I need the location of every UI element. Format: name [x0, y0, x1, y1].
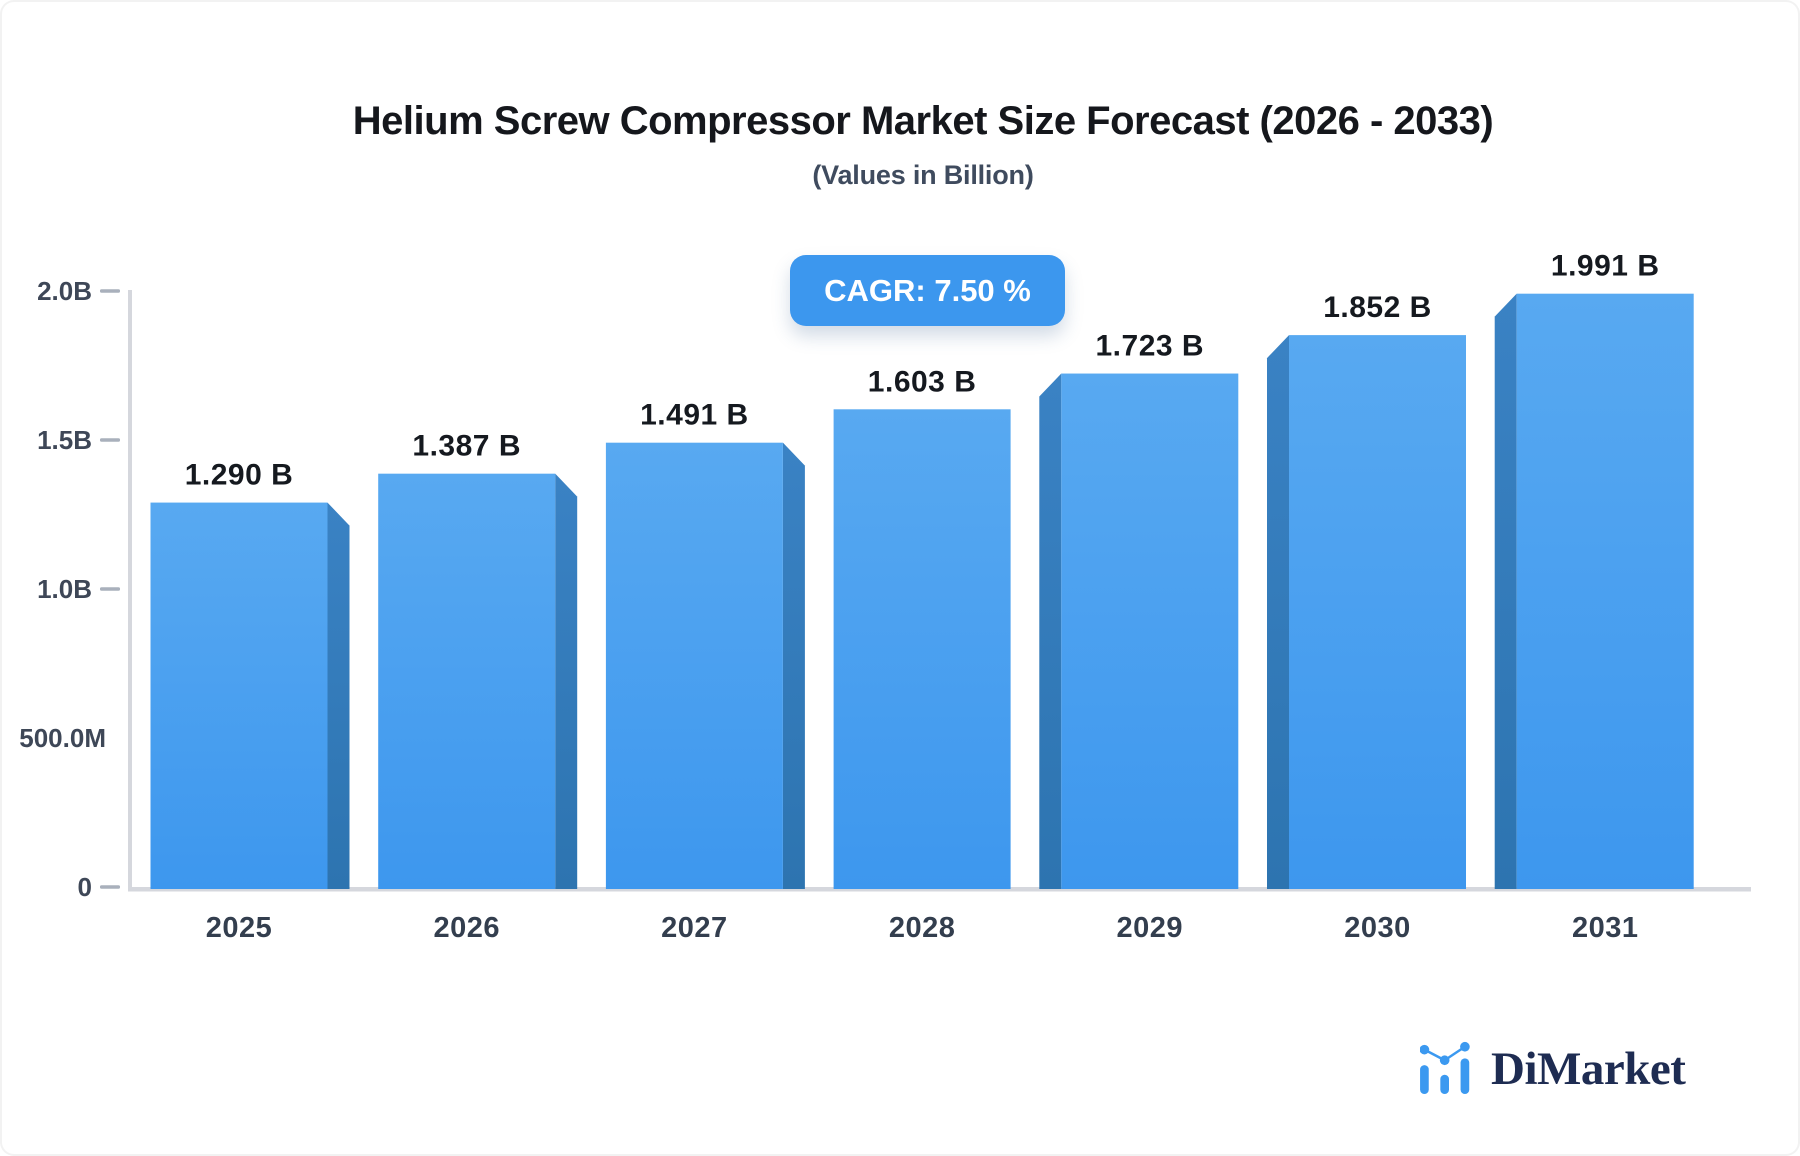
bar-side-2027	[782, 442, 805, 889]
bar-value-label: 1.991 B	[1551, 250, 1660, 283]
bar-2026	[378, 473, 556, 889]
logo-text: DiMarket	[1491, 1042, 1686, 1095]
bar-side-2025	[327, 502, 350, 889]
y-axis-line	[128, 290, 132, 887]
bar-side-2026	[555, 473, 578, 889]
bar-side-2030	[1267, 335, 1289, 889]
y-tick-label: 1.5B	[37, 425, 92, 455]
chart-subtitle: (Values in Billion)	[812, 160, 1034, 190]
y-tick	[100, 587, 120, 591]
dimarket-logo: DiMarket	[1420, 1040, 1686, 1095]
axis-layer: 2.0B 1.5B 1.0B 500.0M 0	[19, 276, 1751, 902]
bar-value-label: 1.290 B	[185, 459, 294, 492]
bar-side-2031	[1494, 293, 1517, 889]
bar-value-label: 1.491 B	[640, 399, 749, 432]
x-tick-label: 2031	[1572, 912, 1639, 944]
bar-side-2029	[1039, 373, 1062, 889]
x-tick-label: 2030	[1344, 912, 1411, 944]
bar-2028	[833, 409, 1011, 889]
chart-header: Helium Screw Compressor Market Size Fore…	[46, 98, 1800, 191]
x-tick-label: 2026	[433, 912, 500, 944]
bar-value-label: 1.603 B	[868, 365, 977, 398]
chart-title: Helium Screw Compressor Market Size Fore…	[352, 99, 1494, 143]
bar-value-label: 1.852 B	[1323, 291, 1432, 324]
bar-value-label: 1.387 B	[412, 430, 521, 463]
bar-value-label: 1.723 B	[1096, 330, 1205, 363]
bar-2031	[1516, 293, 1694, 889]
x-tick-label: 2025	[206, 912, 273, 944]
x-axis-line	[128, 887, 1751, 892]
y-tick	[100, 289, 120, 293]
bars-layer	[150, 293, 1694, 889]
y-tick	[100, 885, 120, 889]
bar-chart-trend-icon	[1420, 1041, 1470, 1094]
x-tick-label: 2029	[1117, 912, 1184, 944]
y-tick	[100, 438, 120, 442]
y-tick-label: 0	[78, 872, 92, 902]
bar-2025	[150, 502, 328, 889]
y-tick-label: 1.0B	[37, 574, 92, 604]
bar-2030	[1289, 335, 1466, 889]
x-tick-label: 2027	[661, 912, 728, 944]
y-tick-label: 500.0M	[19, 723, 106, 753]
bar-2029	[1061, 373, 1239, 889]
cagr-badge: CAGR: 7.50 %	[790, 255, 1065, 326]
labels-layer: 1.290 B 2025 1.387 B 2026 1.491 B 2027 1.603 B…	[185, 250, 1660, 944]
bar-2027	[605, 442, 783, 889]
y-tick-label: 2.0B	[37, 276, 92, 306]
x-tick-label: 2028	[889, 912, 956, 944]
